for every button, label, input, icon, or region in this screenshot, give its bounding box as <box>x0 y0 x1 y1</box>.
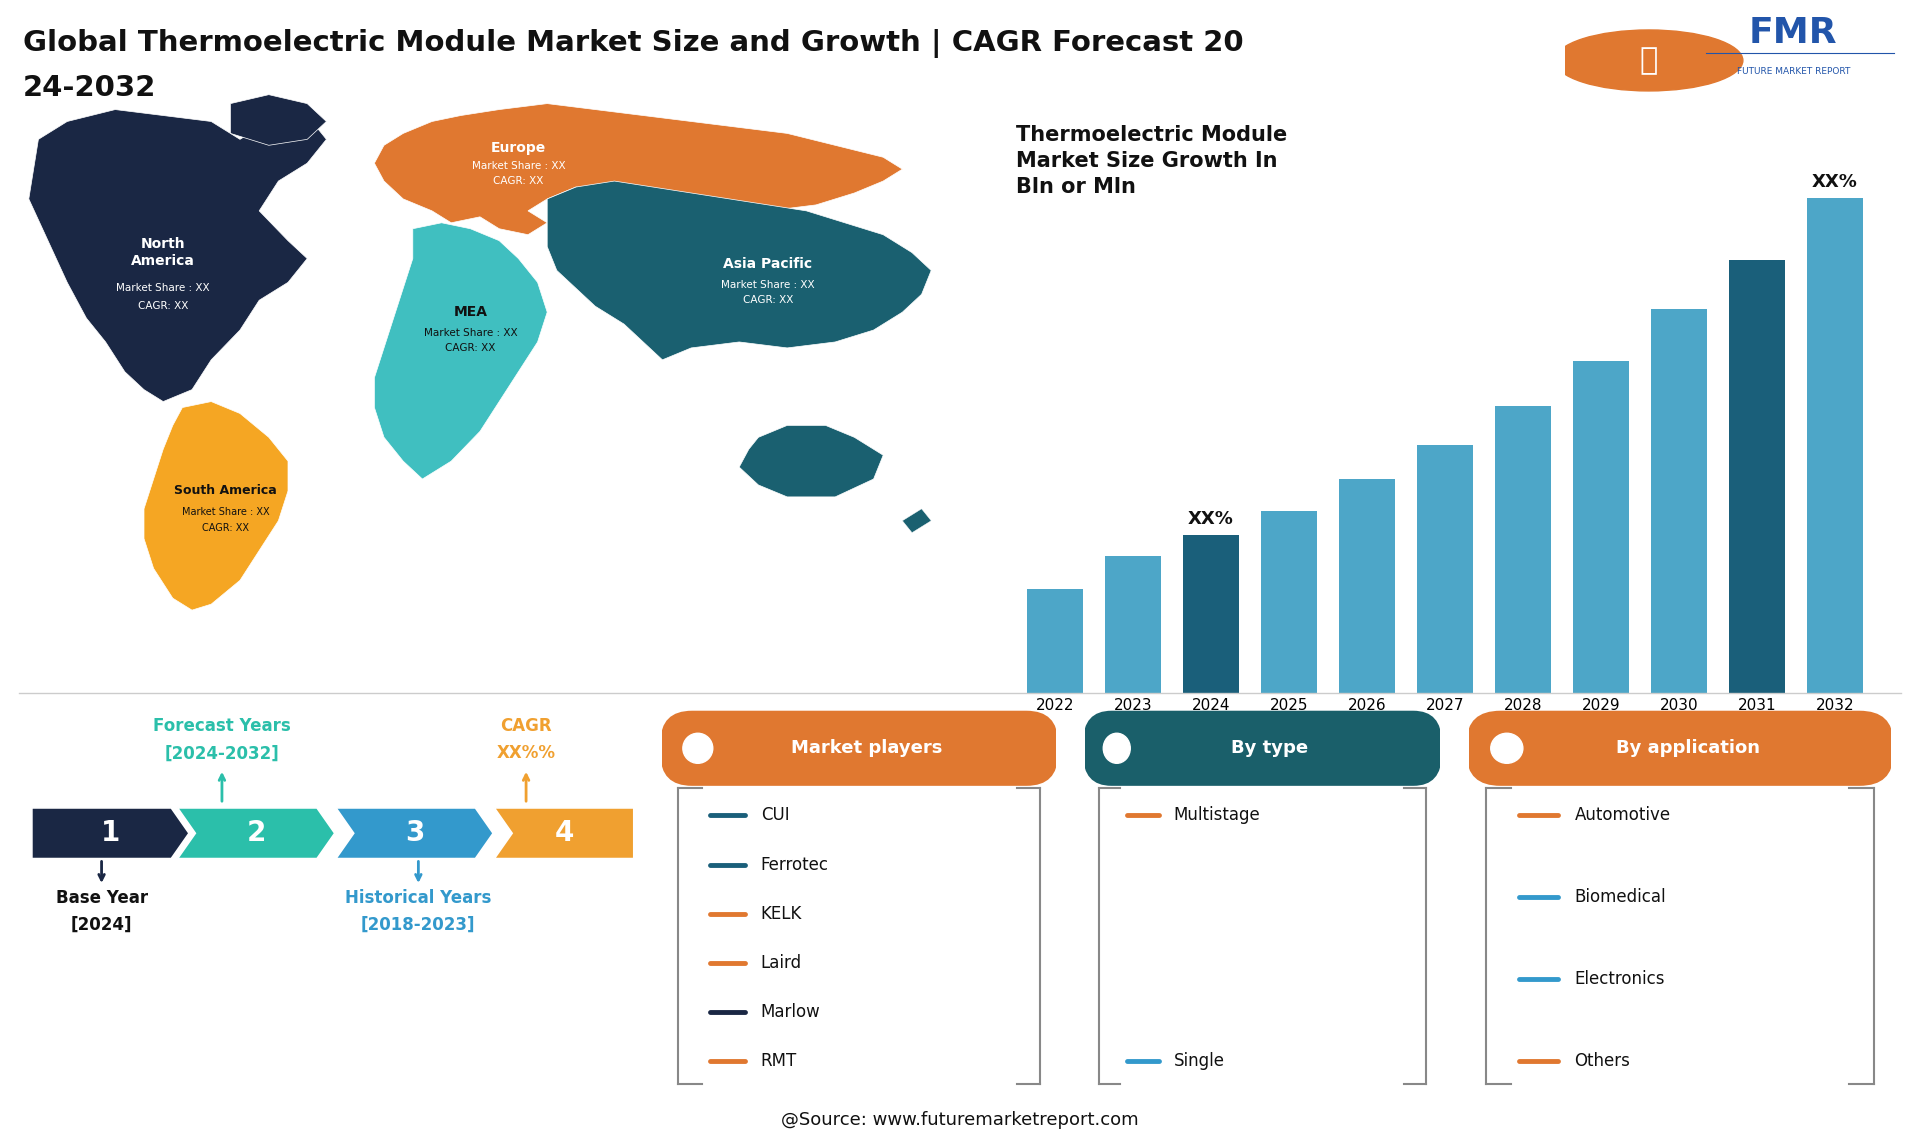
Text: Biomedical: Biomedical <box>1574 888 1667 906</box>
Text: Market Share : XX: Market Share : XX <box>424 328 516 338</box>
Text: Electronics: Electronics <box>1574 970 1665 988</box>
Text: Thermoelectric Module
Market Size Growth In
Bln or Mln: Thermoelectric Module Market Size Growth… <box>1016 125 1286 197</box>
Circle shape <box>1490 733 1523 763</box>
Text: Market Share : XX: Market Share : XX <box>182 507 269 517</box>
Text: Market players: Market players <box>791 739 943 758</box>
Text: CAGR: XX: CAGR: XX <box>493 176 543 186</box>
Text: Ferrotec: Ferrotec <box>760 856 829 873</box>
FancyBboxPatch shape <box>660 711 1058 786</box>
Text: South America: South America <box>175 485 276 497</box>
Bar <box>1338 479 1394 693</box>
Bar <box>1728 260 1786 693</box>
Text: By type: By type <box>1231 739 1308 758</box>
Text: CUI: CUI <box>760 807 789 824</box>
Text: 2: 2 <box>246 819 265 847</box>
Text: CAGR: XX: CAGR: XX <box>445 343 495 353</box>
Polygon shape <box>33 808 188 858</box>
Text: [2024]: [2024] <box>71 916 132 934</box>
FancyBboxPatch shape <box>1083 711 1442 786</box>
Polygon shape <box>495 808 634 858</box>
Text: RMT: RMT <box>760 1052 797 1069</box>
Text: 3: 3 <box>405 819 424 847</box>
Text: Others: Others <box>1574 1052 1630 1069</box>
Text: CAGR: XX: CAGR: XX <box>138 301 188 312</box>
Text: Market Share : XX: Market Share : XX <box>117 283 209 293</box>
Text: Multistage: Multistage <box>1173 807 1260 824</box>
Bar <box>1104 556 1162 693</box>
Polygon shape <box>374 222 547 479</box>
FancyBboxPatch shape <box>1467 711 1893 786</box>
Text: CAGR: XX: CAGR: XX <box>202 523 250 533</box>
Bar <box>1183 535 1238 693</box>
Polygon shape <box>144 401 288 610</box>
Text: Asia Pacific: Asia Pacific <box>724 258 812 272</box>
Polygon shape <box>336 808 493 858</box>
Text: XX%: XX% <box>1812 173 1859 191</box>
Text: Marlow: Marlow <box>760 1003 820 1021</box>
Text: Market Share : XX: Market Share : XX <box>722 281 814 290</box>
Polygon shape <box>739 425 883 497</box>
Text: By application: By application <box>1617 739 1761 758</box>
Text: Automotive: Automotive <box>1574 807 1670 824</box>
Text: CAGR: XX: CAGR: XX <box>743 296 793 305</box>
Text: MEA: MEA <box>453 305 488 320</box>
Text: 24-2032: 24-2032 <box>23 74 156 102</box>
Text: Single: Single <box>1173 1052 1225 1069</box>
Bar <box>1261 511 1317 693</box>
Text: FUTURE MARKET REPORT: FUTURE MARKET REPORT <box>1736 66 1851 76</box>
Text: CAGR: CAGR <box>501 717 551 735</box>
Text: XX%: XX% <box>1188 510 1235 528</box>
Polygon shape <box>547 181 931 360</box>
Text: 1: 1 <box>102 819 121 847</box>
Text: Global Thermoelectric Module Market Size and Growth | CAGR Forecast 20: Global Thermoelectric Module Market Size… <box>23 29 1244 57</box>
Text: FMR: FMR <box>1749 16 1837 50</box>
Bar <box>1807 197 1862 693</box>
Text: 4: 4 <box>555 819 574 847</box>
Circle shape <box>1104 733 1131 763</box>
Text: [2024-2032]: [2024-2032] <box>165 745 278 762</box>
Circle shape <box>684 733 712 763</box>
Text: @Source: www.futuremarketreport.com: @Source: www.futuremarketreport.com <box>781 1110 1139 1129</box>
Text: North
America: North America <box>131 237 196 268</box>
Text: 👤: 👤 <box>1640 46 1659 74</box>
Text: Laird: Laird <box>760 953 803 972</box>
Polygon shape <box>374 103 902 235</box>
Text: Europe: Europe <box>492 141 545 156</box>
Polygon shape <box>177 808 334 858</box>
Text: Base Year: Base Year <box>56 888 148 906</box>
Text: Market Share : XX: Market Share : XX <box>472 162 564 171</box>
Text: XX%%: XX%% <box>497 745 555 762</box>
Polygon shape <box>230 95 326 146</box>
Bar <box>1417 445 1473 693</box>
Circle shape <box>1555 30 1743 91</box>
Bar <box>1494 407 1551 693</box>
Text: [2018-2023]: [2018-2023] <box>361 916 476 934</box>
Polygon shape <box>902 509 931 533</box>
Text: KELK: KELK <box>760 904 803 923</box>
Text: Historical Years: Historical Years <box>346 888 492 906</box>
Bar <box>1572 361 1628 693</box>
Text: Forecast Years: Forecast Years <box>154 717 290 735</box>
Bar <box>1027 589 1083 693</box>
Bar <box>1651 309 1707 693</box>
Polygon shape <box>29 110 326 401</box>
